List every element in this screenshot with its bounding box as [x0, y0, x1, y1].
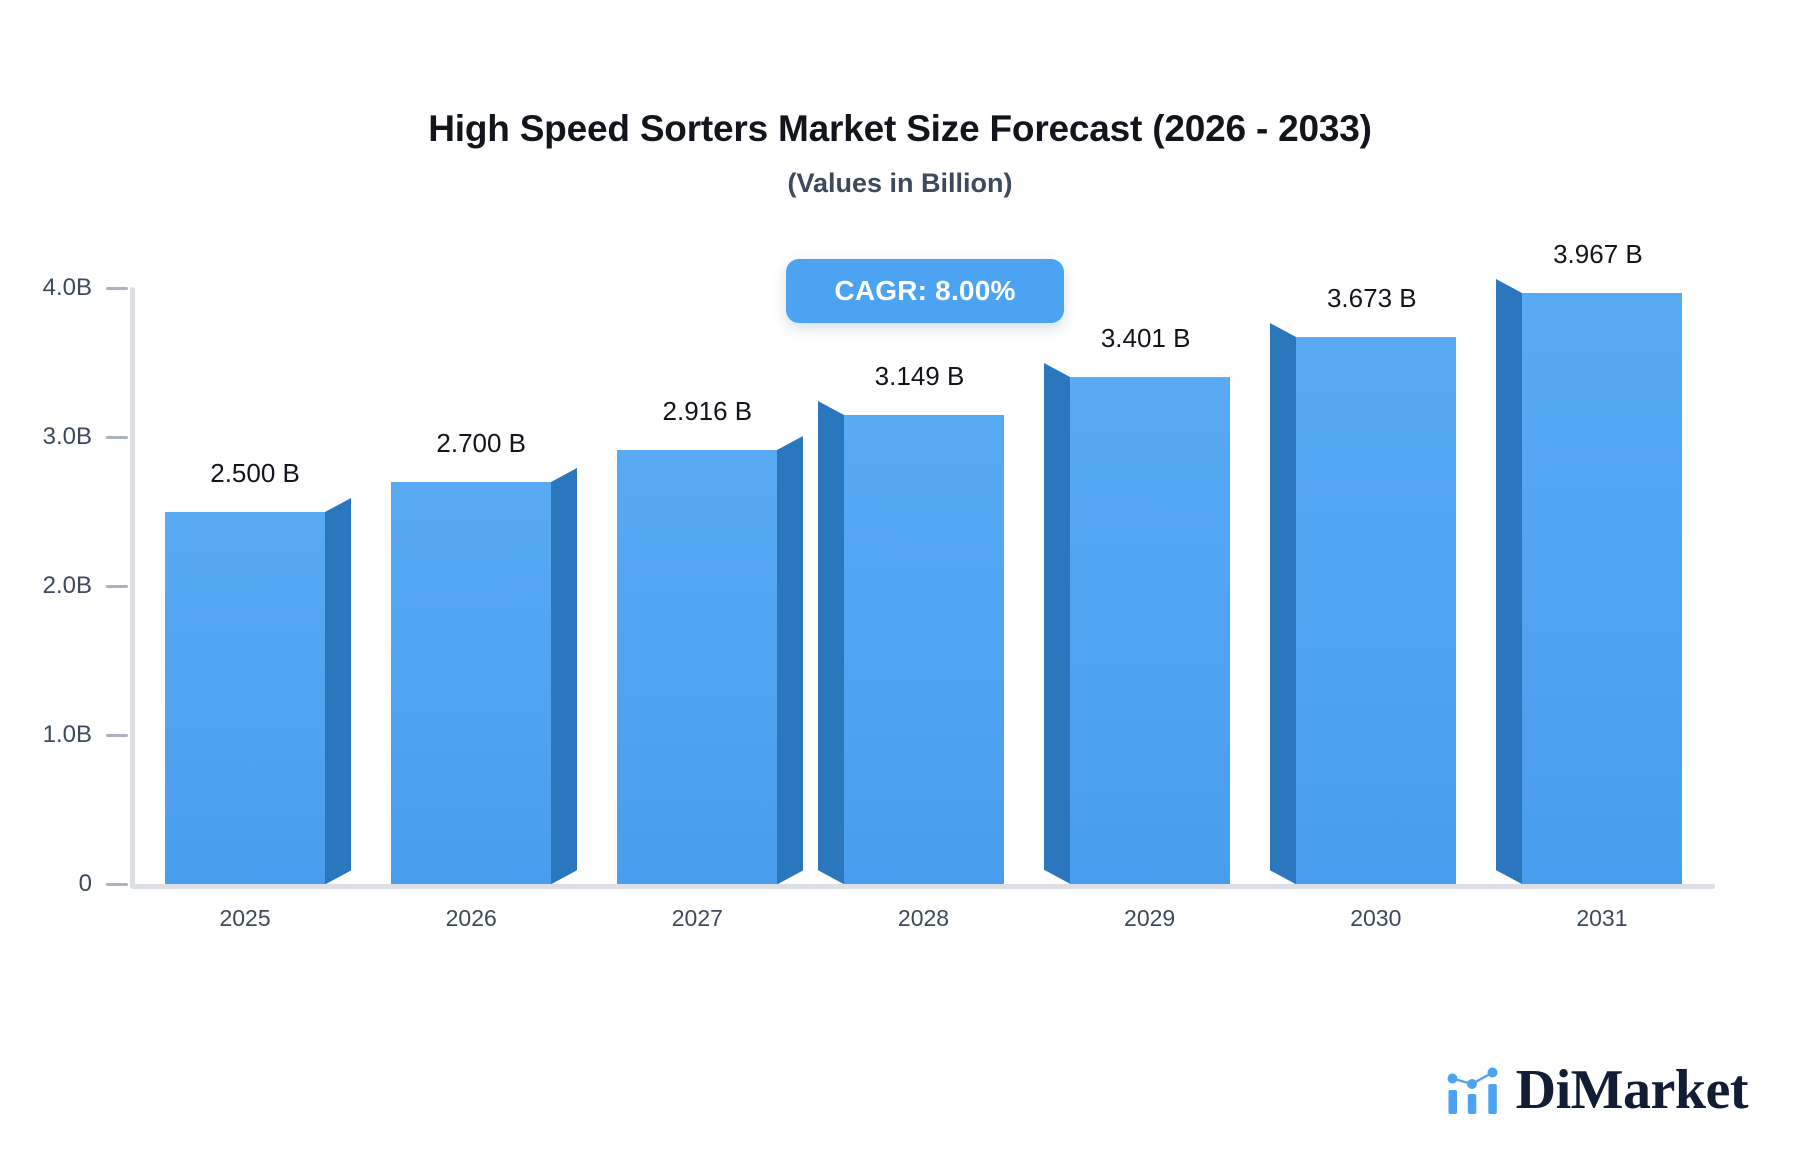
bar-front-face: [1522, 292, 1682, 884]
bar-front-face: [391, 481, 551, 884]
bar-side-face: [551, 467, 577, 884]
y-axis-tick-mark: [106, 435, 128, 439]
bar-side-face: [1044, 363, 1070, 884]
bar-value-label: 3.673 B: [1326, 282, 1417, 313]
bar-value-label: 3.149 B: [874, 360, 965, 391]
y-axis-ticks: 0 1.0B 2.0B 3.0B 4.0B: [0, 0, 128, 1156]
x-axis-label: 2028: [897, 905, 950, 931]
bar[interactable]: [1270, 322, 1456, 884]
bar-value-label: 3.967 B: [1553, 238, 1643, 269]
bar-front-face: [165, 511, 325, 884]
bar[interactable]: [1496, 278, 1682, 884]
y-axis-tick-mark: [106, 584, 128, 588]
bar-front-face: [1296, 336, 1456, 884]
x-axis-label: 2025: [219, 905, 271, 931]
y-axis-tick-label: 2.0B: [42, 572, 92, 599]
x-axis-line: [130, 884, 1715, 889]
bar-front-face: [617, 449, 777, 884]
bar[interactable]: [165, 497, 351, 884]
bar-value-label: 3.401 B: [1100, 323, 1191, 354]
bar-chart-icon: [1447, 1067, 1498, 1114]
bar-value-label: 2.916 B: [662, 395, 753, 426]
y-axis-tick-mark: [106, 882, 128, 886]
x-axis-label: 2027: [671, 905, 723, 931]
y-axis-tick: 3.0B: [26, 423, 128, 451]
brand-name: DiMarket: [1515, 1059, 1749, 1121]
brand-logo: DiMarket: [1446, 1059, 1749, 1121]
bar-side-face: [325, 497, 351, 884]
x-axis-label: 2026: [445, 905, 497, 931]
bar-side-face: [818, 400, 844, 884]
chart-title: High Speed Sorters Market Size Forecast …: [428, 108, 1372, 149]
bar-side-face: [1270, 322, 1296, 884]
y-axis-line: [130, 287, 135, 888]
cagr-badge-label: CAGR: 8.00%: [834, 275, 1016, 306]
y-axis-tick-mark: [106, 733, 128, 737]
bar[interactable]: [391, 467, 577, 884]
bar-front-face: [1070, 377, 1230, 884]
y-axis-tick-label: 3.0B: [42, 423, 92, 450]
y-axis-tick-mark: [106, 286, 128, 290]
y-axis-tick: 2.0B: [26, 572, 128, 600]
x-axis-label: 2031: [1576, 905, 1628, 931]
bar[interactable]: [1044, 363, 1230, 884]
x-axis-label: 2029: [1124, 905, 1176, 931]
bar-side-face: [777, 435, 803, 884]
y-axis-tick: 4.0B: [26, 274, 128, 302]
bar-front-face: [844, 414, 1004, 884]
y-axis-tick: 1.0B: [26, 721, 128, 749]
y-axis-tick-label: 1.0B: [42, 721, 92, 748]
bar-value-label: 2.500 B: [210, 457, 300, 488]
bar[interactable]: [617, 435, 803, 884]
bar-value-label: 2.700 B: [436, 427, 527, 458]
x-axis-label: 2030: [1350, 905, 1402, 931]
chart-subtitle: (Values in Billion): [787, 168, 1013, 198]
y-axis-tick-label: 4.0B: [42, 274, 92, 301]
y-axis-tick: 0: [26, 870, 128, 898]
cagr-badge: CAGR: 8.00%: [786, 259, 1064, 323]
bar[interactable]: [818, 400, 1004, 884]
bar-side-face: [1496, 278, 1522, 884]
y-axis-tick-label: 0: [78, 870, 92, 897]
